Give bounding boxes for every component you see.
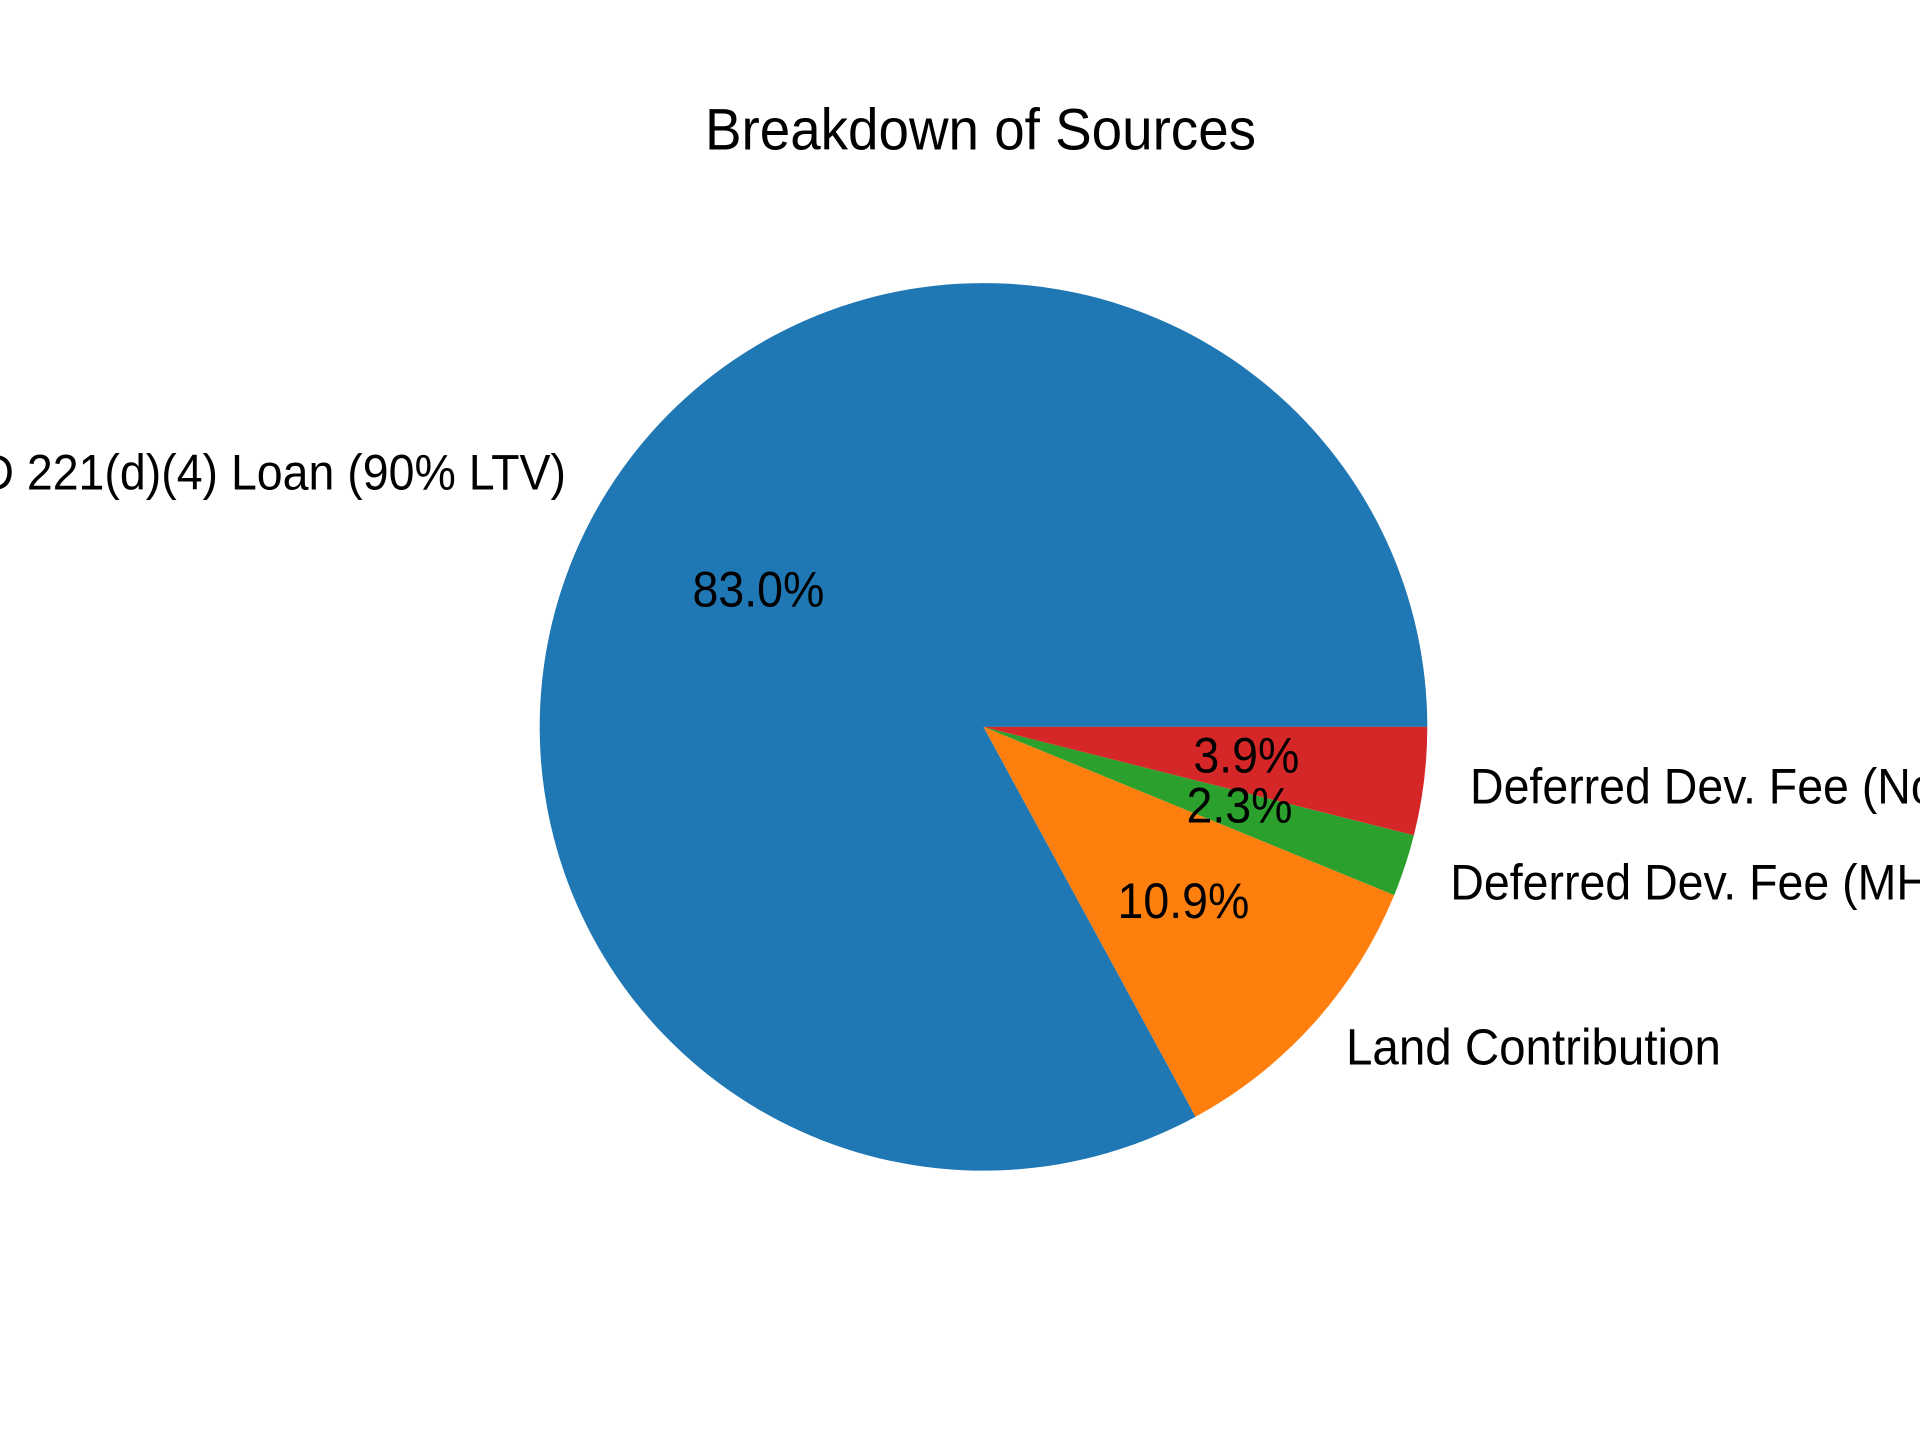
svg-text:Deferred Dev. Fee (Non-MHDC): Deferred Dev. Fee (Non-MHDC) — [1470, 759, 1920, 815]
svg-text:3.9%: 3.9% — [1193, 728, 1299, 784]
svg-text:Breakdown of Sources: Breakdown of Sources — [705, 97, 1256, 162]
svg-text:HUD 221(d)(4) Loan (90% LTV): HUD 221(d)(4) Loan (90% LTV) — [0, 445, 566, 501]
svg-text:10.9%: 10.9% — [1117, 874, 1249, 930]
svg-text:2.3%: 2.3% — [1187, 778, 1293, 834]
svg-text:83.0%: 83.0% — [692, 562, 824, 618]
svg-text:Deferred Dev. Fee (MHDC): Deferred Dev. Fee (MHDC) — [1450, 855, 1920, 911]
svg-text:Land Contribution: Land Contribution — [1346, 1019, 1721, 1076]
